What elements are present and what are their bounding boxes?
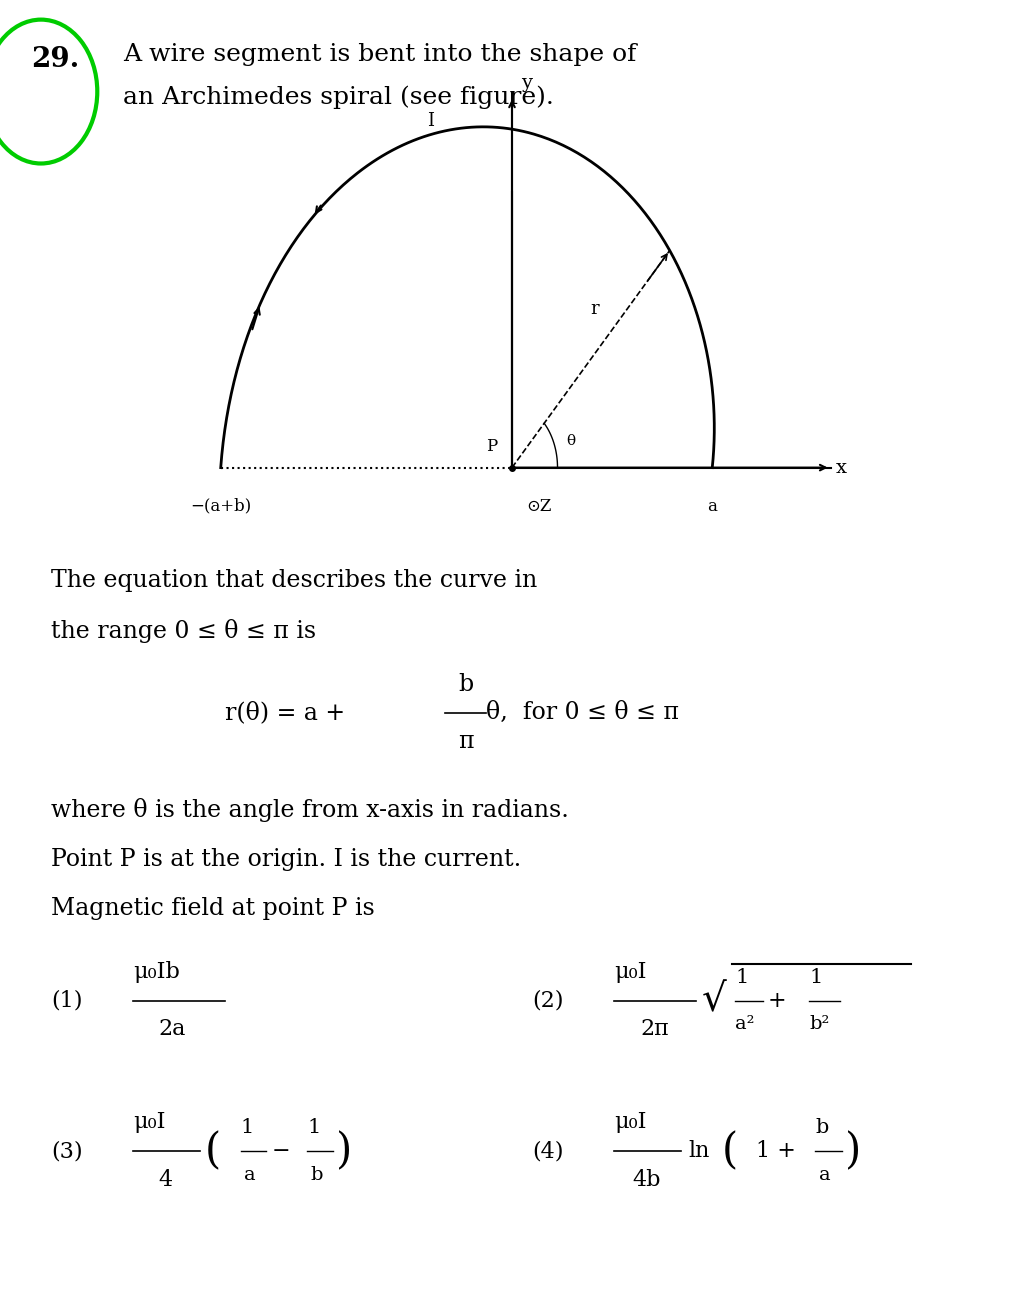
Text: b: b — [310, 1165, 323, 1184]
Text: a²: a² — [735, 1015, 755, 1033]
Text: 1: 1 — [241, 1118, 254, 1137]
Text: 1: 1 — [809, 968, 822, 986]
Text: 1: 1 — [307, 1118, 321, 1137]
Text: μ₀I: μ₀I — [614, 961, 647, 982]
Text: √: √ — [701, 982, 726, 1019]
Text: (4): (4) — [532, 1141, 564, 1162]
Text: x: x — [836, 459, 847, 476]
Text: y: y — [521, 73, 532, 92]
Text: The equation that describes the curve in: The equation that describes the curve in — [51, 569, 538, 593]
Text: μ₀Ib: μ₀Ib — [133, 961, 180, 982]
Text: b²: b² — [809, 1015, 829, 1033]
Text: +: + — [768, 990, 786, 1011]
Text: (3): (3) — [51, 1141, 83, 1162]
Text: ): ) — [845, 1130, 861, 1172]
Text: θ: θ — [566, 433, 575, 447]
Text: −: − — [271, 1141, 290, 1162]
Text: (: ( — [722, 1130, 738, 1172]
Text: the range 0 ≤ θ ≤ π is: the range 0 ≤ θ ≤ π is — [51, 619, 316, 642]
Text: 1 +: 1 + — [756, 1141, 796, 1162]
Text: (2): (2) — [532, 990, 564, 1011]
Text: b: b — [815, 1118, 828, 1137]
Text: Magnetic field at point P is: Magnetic field at point P is — [51, 897, 375, 921]
Text: π: π — [458, 730, 474, 753]
Text: A wire segment is bent into the shape of: A wire segment is bent into the shape of — [123, 43, 636, 67]
Text: a: a — [819, 1165, 830, 1184]
Text: I: I — [427, 111, 433, 129]
Text: r: r — [590, 300, 599, 318]
Text: ): ) — [336, 1130, 352, 1172]
Text: 2π: 2π — [640, 1019, 669, 1040]
Text: an Archimedes spiral (see figure).: an Archimedes spiral (see figure). — [123, 85, 554, 109]
Text: r(θ) = a +: r(θ) = a + — [225, 701, 353, 725]
Text: 4b: 4b — [633, 1169, 662, 1190]
Text: μ₀I: μ₀I — [614, 1112, 647, 1133]
Text: 1: 1 — [735, 968, 749, 986]
Text: where θ is the angle from x-axis in radians.: where θ is the angle from x-axis in radi… — [51, 798, 569, 821]
Text: a: a — [244, 1165, 255, 1184]
Text: ⊙Z: ⊙Z — [526, 498, 552, 514]
Text: ln: ln — [688, 1141, 710, 1162]
Text: 2a: 2a — [159, 1019, 186, 1040]
Text: θ,  for 0 ≤ θ ≤ π: θ, for 0 ≤ θ ≤ π — [486, 701, 679, 725]
Text: μ₀I: μ₀I — [133, 1112, 166, 1133]
Text: b: b — [459, 672, 473, 696]
Text: (: ( — [205, 1130, 221, 1172]
Text: 29.: 29. — [31, 46, 79, 73]
Text: 4: 4 — [159, 1169, 173, 1190]
Text: (1): (1) — [51, 990, 83, 1011]
Text: −(a+b): −(a+b) — [190, 498, 251, 514]
Text: P: P — [486, 438, 498, 455]
Text: Point P is at the origin. I is the current.: Point P is at the origin. I is the curre… — [51, 848, 521, 871]
Text: a: a — [708, 498, 717, 514]
